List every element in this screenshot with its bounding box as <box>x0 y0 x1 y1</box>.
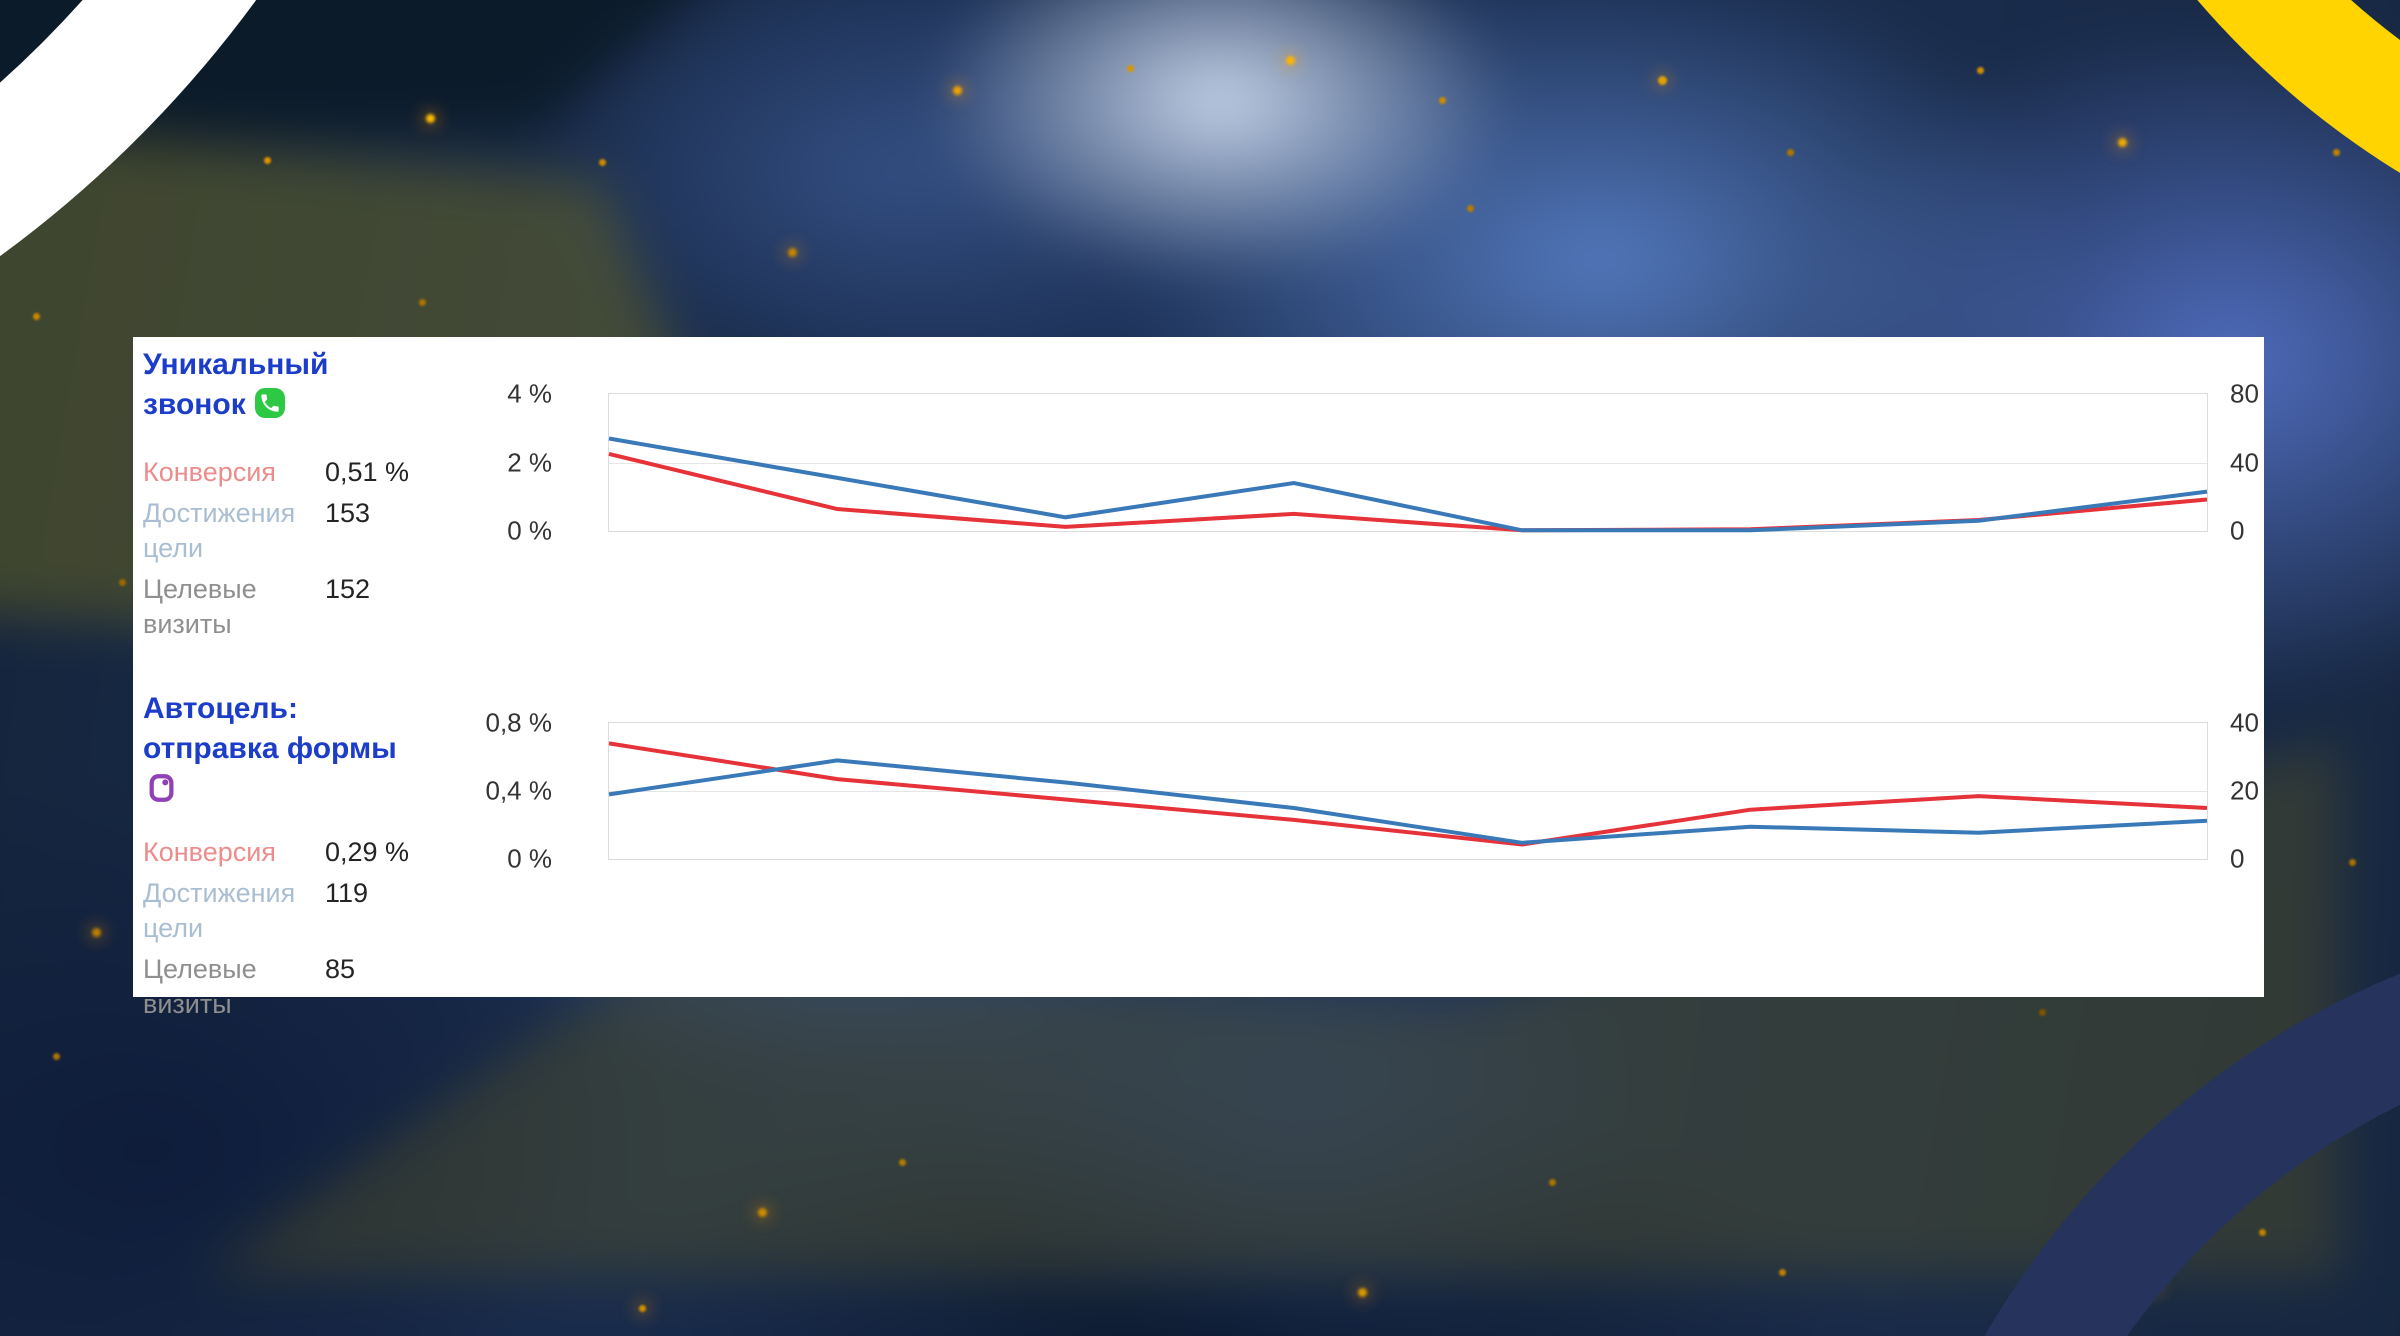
series-red-line <box>608 741 2208 847</box>
axis-tick: 80 <box>2230 378 2259 409</box>
chart1-left-axis: 4 % 2 % 0 % <box>420 379 580 546</box>
stat-value: 153 <box>325 498 371 528</box>
stat-conversion: Конверсия 0,51 % <box>143 455 483 490</box>
series-blue-line <box>608 436 2208 533</box>
goal-title-unique-call[interactable]: Уникальный звонок <box>143 345 405 425</box>
stat-label: Конверсия <box>143 837 276 867</box>
phone-call-icon <box>254 387 286 419</box>
stat-label: Достижения цели <box>143 498 296 563</box>
goal-title-text: Уникальный звонок <box>143 348 329 421</box>
stat-value: 119 <box>325 878 369 908</box>
stat-value: 152 <box>325 574 371 604</box>
axis-tick: 40 <box>2230 707 2259 738</box>
axis-tick: 40 <box>2230 447 2259 477</box>
stat-label: Целевые визиты <box>143 954 257 1019</box>
goal-row-unique-call: Уникальный звонок Конверсия 0,51 % Дости… <box>143 345 483 648</box>
axis-tick: 0,4 % <box>485 775 553 806</box>
goal-title-form-submit[interactable]: Автоцель: отправка формы <box>143 689 405 805</box>
goal-stats: Конверсия 0,51 % Достижения цели 153 Цел… <box>143 455 483 642</box>
stat-value: 0,29 % <box>325 837 410 867</box>
axis-tick: 0 <box>2230 515 2245 546</box>
goal-title-text: Автоцель: отправка формы <box>143 692 397 765</box>
series-blue-line <box>608 758 2208 845</box>
stat-value: 85 <box>325 954 356 984</box>
gridline <box>609 791 2207 792</box>
stat-goal-reaches: Достижения цели 153 <box>143 496 483 566</box>
axis-tick: 0 % <box>507 843 552 874</box>
stat-label: Целевые визиты <box>143 574 257 639</box>
series-red-line <box>608 451 2208 533</box>
form-goal-icon <box>147 773 179 805</box>
axis-tick: 2 % <box>507 447 552 477</box>
chart1-right-axis: 80 40 0 <box>2230 379 2390 546</box>
goal-row-form-submit: Автоцель: отправка формы Конверсия 0,29 … <box>143 689 483 1028</box>
stat-goal-visits: Целевые визиты 85 <box>143 952 483 1022</box>
axis-tick: 4 % <box>507 378 552 409</box>
stat-label: Достижения цели <box>143 878 296 943</box>
chart1-plot <box>608 393 2208 533</box>
chart2-lines <box>608 741 2208 847</box>
stat-value: 0,51 % <box>325 457 410 487</box>
axis-tick: 0,8 % <box>485 707 553 738</box>
stat-label: Конверсия <box>143 457 276 487</box>
gridline <box>609 462 2207 464</box>
axis-tick: 0 % <box>507 515 552 546</box>
chart2-right-axis: 40 20 0 <box>2230 708 2390 874</box>
stat-goal-visits: Целевые визиты 152 <box>143 572 483 642</box>
axis-tick: 0 <box>2230 843 2245 874</box>
goal-stats: Конверсия 0,29 % Достижения цели 119 Цел… <box>143 835 483 1022</box>
stat-goal-reaches: Достижения цели 119 <box>143 876 483 946</box>
chart2-plot <box>608 722 2208 860</box>
stat-conversion: Конверсия 0,29 % <box>143 835 483 870</box>
chart2-left-axis: 0,8 % 0,4 % 0 % <box>420 708 580 874</box>
goals-panel: Уникальный звонок Конверсия 0,51 % Дости… <box>133 337 2264 1019</box>
axis-tick: 20 <box>2230 775 2259 806</box>
chart1-lines <box>608 436 2208 533</box>
